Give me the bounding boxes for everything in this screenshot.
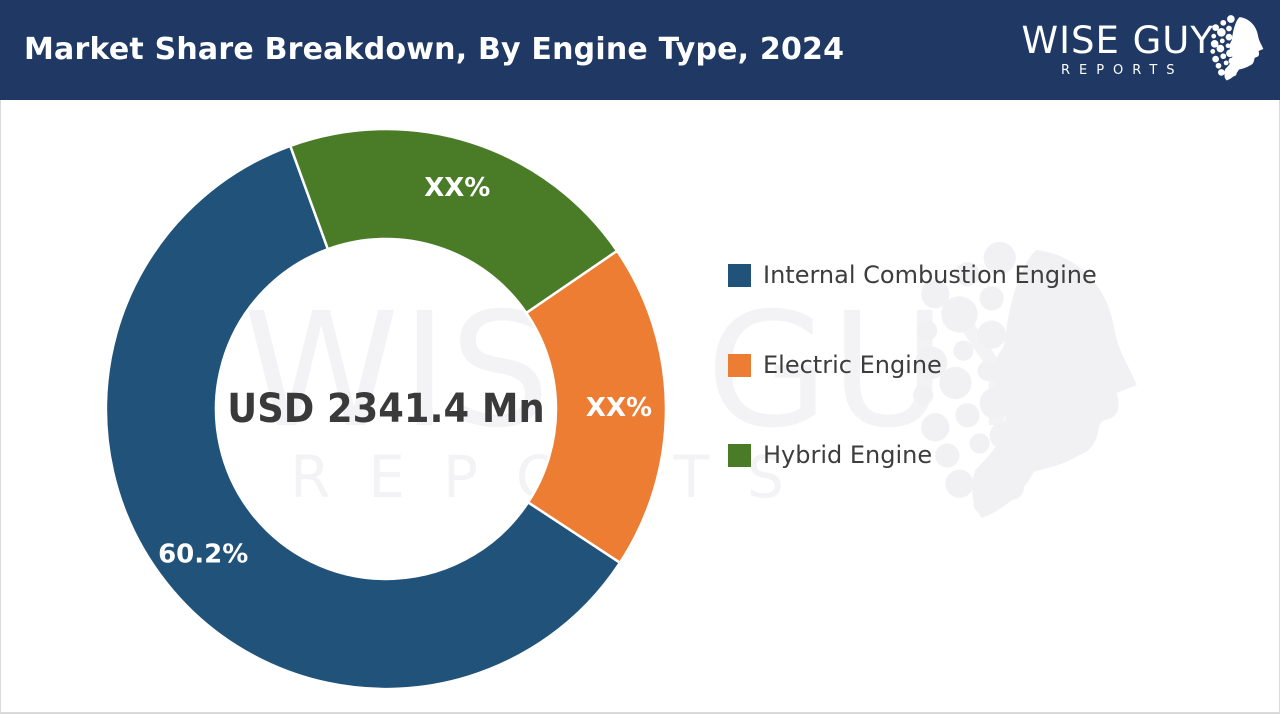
legend-item-electric-engine: Electric Engine xyxy=(728,351,1097,379)
brand-subtitle: REPORTS xyxy=(1060,62,1184,78)
page-title: Market Share Breakdown, By Engine Type, … xyxy=(24,32,845,67)
brand-logo: WISE GUY REPORTS xyxy=(1022,0,1270,100)
legend-label: Hybrid Engine xyxy=(763,441,933,469)
segment-value-label: XX% xyxy=(586,393,652,423)
donut-segment-hybrid-engine xyxy=(289,127,619,315)
brand-face-icon xyxy=(1210,15,1264,81)
chart-center-value: USD 2341.4 Mn xyxy=(227,386,545,432)
brand-name: WISE GUY xyxy=(1021,19,1214,63)
header-bar: Market Share Breakdown, By Engine Type, … xyxy=(0,0,1280,100)
legend-label: Electric Engine xyxy=(763,351,942,379)
watermark-face-icon xyxy=(913,241,1137,518)
brand-logo-text: WISE GUY REPORTS xyxy=(1021,19,1214,78)
legend-label: Internal Combustion Engine xyxy=(763,261,1097,289)
segment-value-label: 60.2% xyxy=(158,540,248,570)
segment-value-label: XX% xyxy=(424,173,490,203)
donut-segment-internal-combustion-engine xyxy=(104,144,622,691)
legend-swatch xyxy=(728,443,751,467)
legend-swatch xyxy=(728,263,751,287)
legend-swatch xyxy=(728,353,751,377)
chart-legend: Internal Combustion Engine Electric Engin… xyxy=(728,261,1097,532)
legend-item-internal-combustion-engine: Internal Combustion Engine xyxy=(728,261,1097,289)
donut-segment-electric-engine xyxy=(525,249,668,564)
legend-item-hybrid-engine: Hybrid Engine xyxy=(728,441,1097,469)
